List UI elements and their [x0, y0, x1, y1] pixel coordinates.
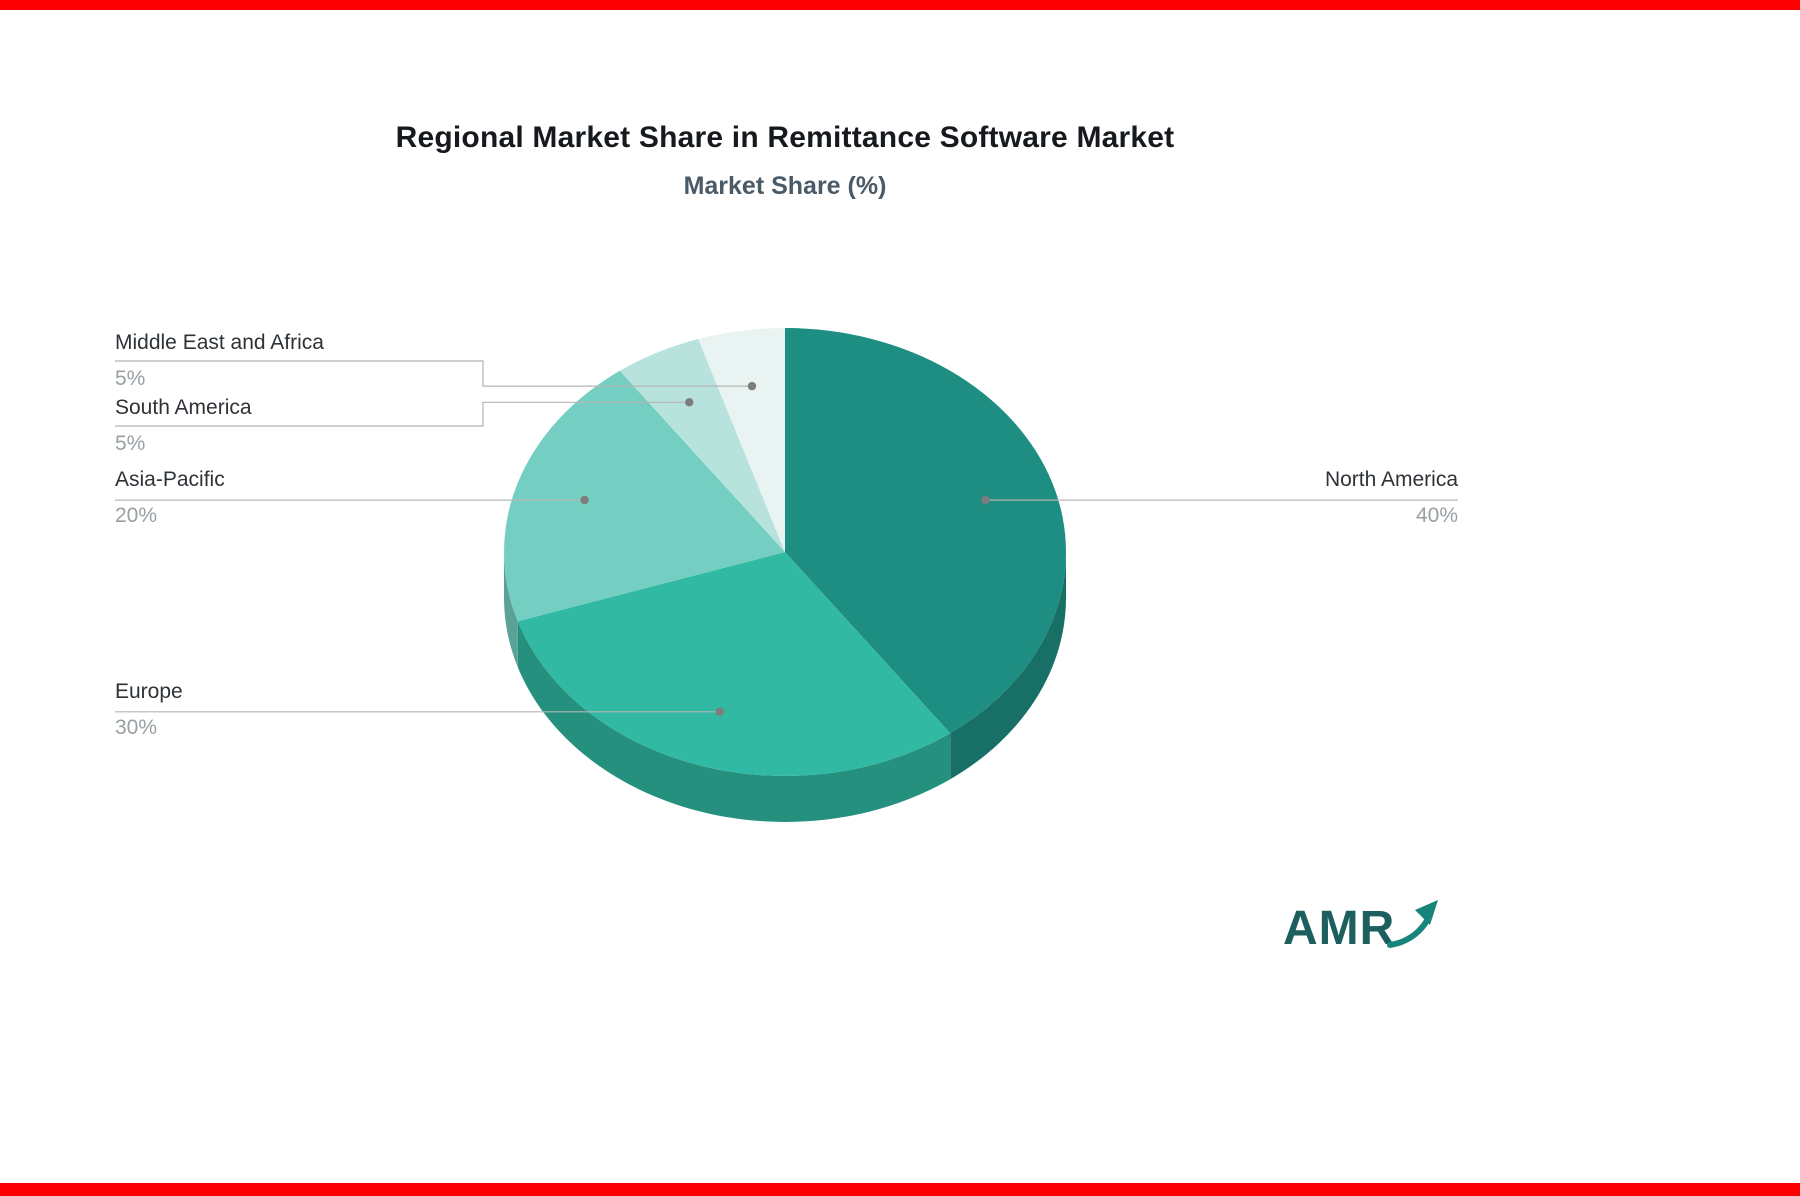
chart-subtitle: Market Share (%) — [683, 172, 887, 200]
label-north-america: North America — [1324, 468, 1458, 491]
chart-title: Regional Market Share in Remittance Soft… — [395, 121, 1175, 154]
label-asia-pacific: Asia-Pacific — [115, 468, 225, 491]
amr-logo-text: AMR — [1283, 902, 1396, 956]
chart-header: Regional Market Share in Remittance Soft… — [0, 121, 1570, 201]
bottom-red-bar — [0, 1183, 1800, 1196]
label-south-america: South America — [115, 396, 252, 419]
amr-logo-arrow-icon — [1387, 900, 1439, 948]
value-europe: 30% — [115, 716, 158, 739]
top-red-bar — [0, 0, 1800, 10]
label-europe: Europe — [115, 680, 183, 703]
label-middle-east-and-africa: Middle East and Africa — [115, 331, 324, 354]
amr-logo: AMR — [1283, 898, 1441, 956]
value-middle-east-and-africa: 5% — [115, 367, 146, 390]
value-asia-pacific: 20% — [115, 504, 158, 527]
value-north-america: 40% — [1415, 504, 1458, 527]
value-south-america: 5% — [115, 432, 146, 455]
